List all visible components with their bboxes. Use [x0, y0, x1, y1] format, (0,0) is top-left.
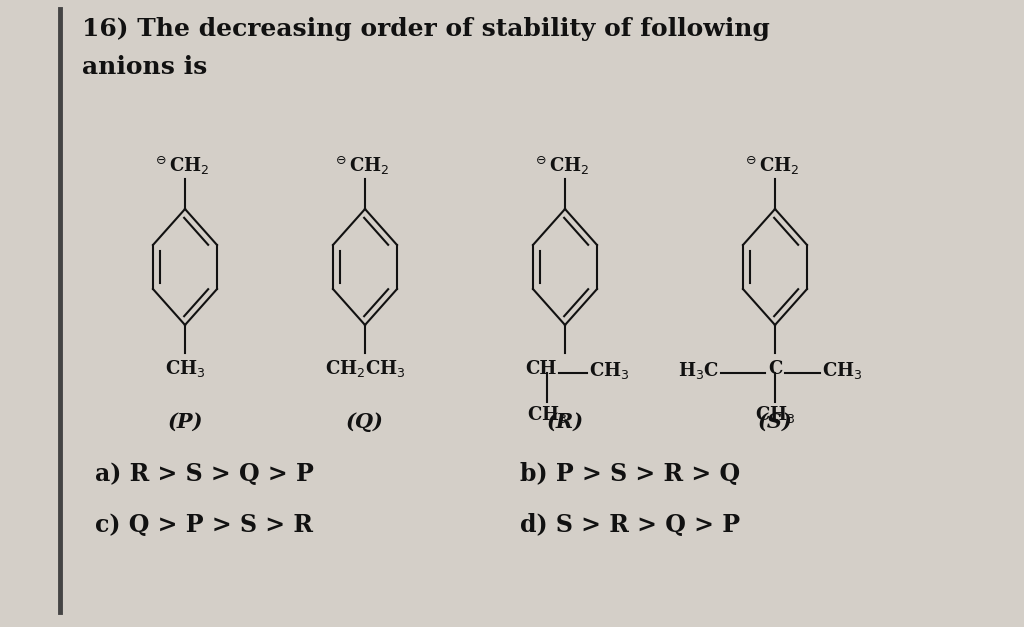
- Text: H$_3$C: H$_3$C: [678, 360, 719, 381]
- Text: $^\ominus$CH$_2$: $^\ominus$CH$_2$: [742, 155, 799, 177]
- Text: (S): (S): [758, 412, 793, 432]
- Text: anions is: anions is: [82, 55, 207, 79]
- Text: CH: CH: [525, 360, 557, 378]
- Text: CH$_2$CH$_3$: CH$_2$CH$_3$: [325, 358, 406, 379]
- Text: (R): (R): [547, 412, 584, 432]
- Text: (P): (P): [167, 412, 203, 432]
- Text: (Q): (Q): [346, 412, 384, 432]
- Text: d) S > R > Q > P: d) S > R > Q > P: [520, 513, 740, 537]
- Text: CH$_3$: CH$_3$: [589, 360, 630, 381]
- Text: $^\ominus$CH$_2$: $^\ominus$CH$_2$: [153, 155, 209, 177]
- Text: CH$_3$: CH$_3$: [822, 360, 862, 381]
- Text: C: C: [768, 360, 782, 378]
- Text: 16) The decreasing order of stability of following: 16) The decreasing order of stability of…: [82, 17, 770, 41]
- Text: b) P > S > R > Q: b) P > S > R > Q: [520, 462, 740, 486]
- Text: CH$_3$: CH$_3$: [165, 358, 205, 379]
- Text: CH$_3$: CH$_3$: [755, 404, 796, 425]
- Text: $^\ominus$CH$_2$: $^\ominus$CH$_2$: [532, 155, 589, 177]
- Text: CH$_3$: CH$_3$: [526, 404, 567, 425]
- Text: c) Q > P > S > R: c) Q > P > S > R: [95, 513, 313, 537]
- Text: $^\ominus$CH$_2$: $^\ominus$CH$_2$: [333, 155, 389, 177]
- Text: a) R > S > Q > P: a) R > S > Q > P: [95, 462, 314, 486]
